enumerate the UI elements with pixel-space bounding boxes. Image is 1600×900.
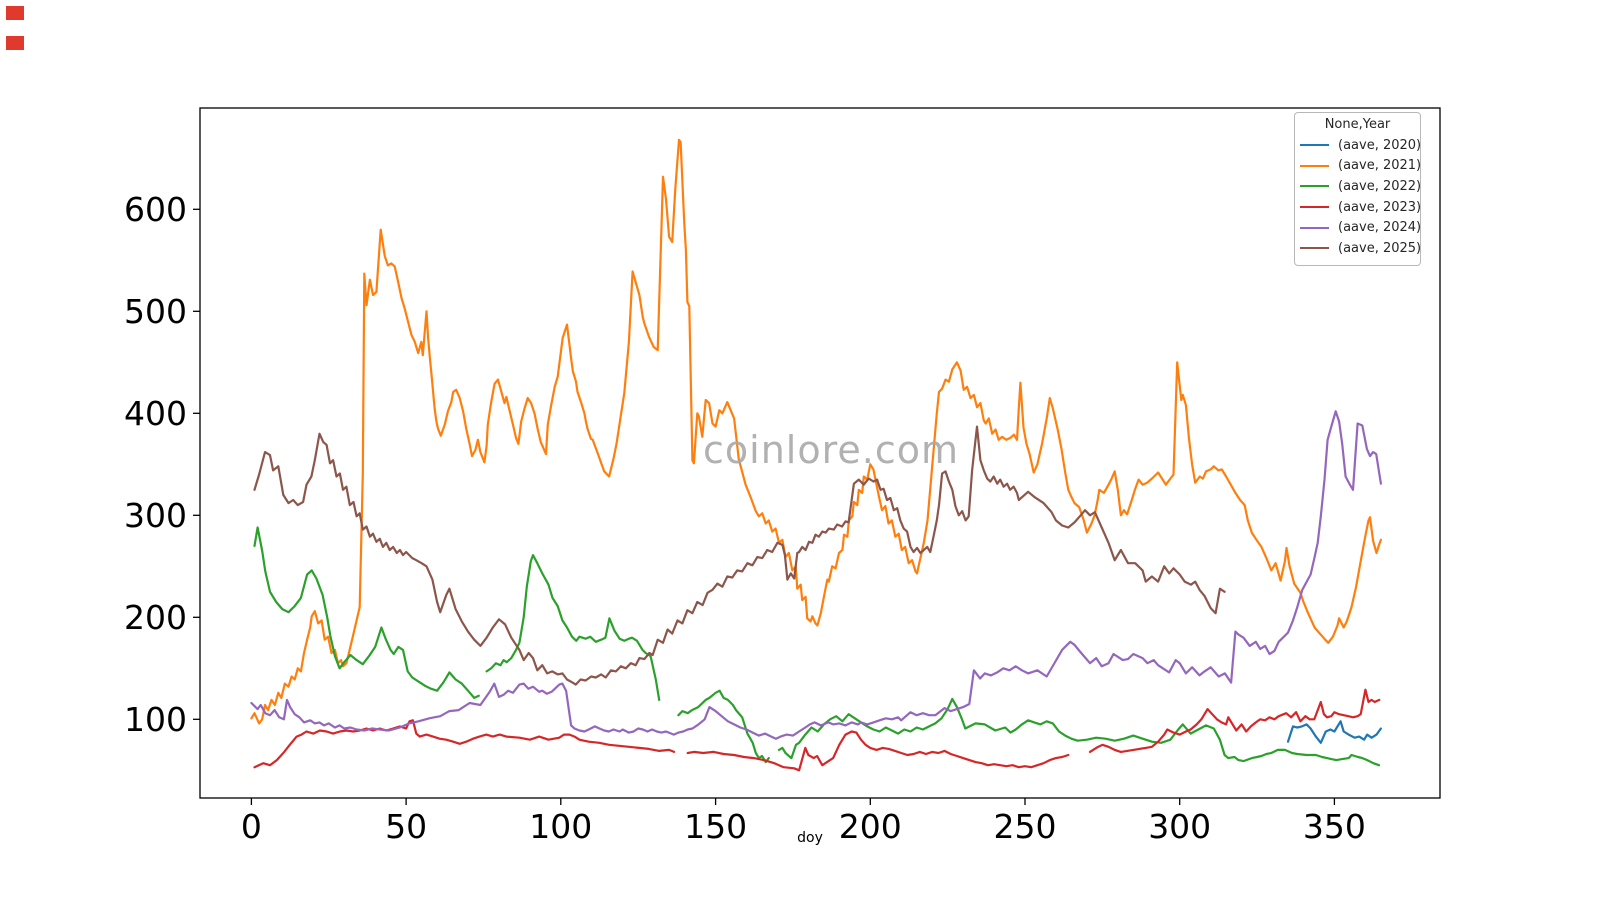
series-aave-2024 xyxy=(250,410,1382,740)
legend-entries: (aave, 2020) (aave, 2021) (aave, 2022) (aav… xyxy=(1295,135,1422,259)
series-line-aave-2023 xyxy=(1088,688,1381,753)
legend-entry-aave-2024: (aave, 2024) xyxy=(1295,217,1422,238)
plot-frame xyxy=(199,107,1441,799)
series-group xyxy=(250,138,1382,772)
x-axis-label: doy xyxy=(797,830,823,846)
y-tick-label: 200 xyxy=(124,598,187,637)
series-line-aave-2022 xyxy=(253,526,480,699)
watermark: coinlore.com xyxy=(703,428,959,472)
screen-artifact-bottom xyxy=(6,36,24,50)
legend-line-sample xyxy=(1300,144,1329,147)
y-tick-label: 500 xyxy=(124,292,187,331)
legend-entry-label: (aave, 2024) xyxy=(1338,220,1422,236)
legend-entry-label: (aave, 2020) xyxy=(1338,137,1422,153)
screen-artifact-top xyxy=(6,6,24,20)
series-aave-2021 xyxy=(250,138,1382,725)
series-line-aave-2022 xyxy=(777,697,1381,767)
series-line-aave-2024 xyxy=(250,410,1382,740)
legend-entry-aave-2020: (aave, 2020) xyxy=(1295,135,1422,156)
series-aave-2023 xyxy=(253,688,1381,772)
legend-entry-label: (aave, 2022) xyxy=(1338,178,1422,194)
legend-entry-aave-2021: (aave, 2021) xyxy=(1295,156,1422,177)
x-tick-label: 200 xyxy=(839,807,902,846)
series-line-aave-2022 xyxy=(677,689,770,764)
series-aave-2025 xyxy=(253,425,1226,686)
series-line-aave-2020 xyxy=(1286,720,1382,744)
series-line-aave-2022 xyxy=(485,554,661,701)
legend-entry-label: (aave, 2023) xyxy=(1338,199,1422,215)
x-axis: 0 50 100 150 200 250 300 350 xyxy=(241,798,1366,846)
x-tick-label: 100 xyxy=(529,807,592,846)
legend-entry-aave-2025: (aave, 2025) xyxy=(1295,238,1422,259)
series-line-aave-2025 xyxy=(253,425,1226,686)
y-tick-label: 600 xyxy=(124,190,187,229)
legend: None,Year (aave, 2020) (aave, 2021) (aave,… xyxy=(1294,112,1421,266)
y-axis: 100 200 300 400 500 600 xyxy=(124,190,200,739)
legend-line-sample xyxy=(1300,226,1329,229)
legend-entry-aave-2023: (aave, 2023) xyxy=(1295,197,1422,218)
series-line-aave-2023 xyxy=(253,719,676,769)
legend-line-sample xyxy=(1300,206,1329,209)
x-tick-label: 350 xyxy=(1303,807,1366,846)
series-aave-2022 xyxy=(253,526,1381,767)
x-tick-label: 300 xyxy=(1148,807,1211,846)
legend-line-sample xyxy=(1300,247,1329,250)
legend-entry-label: (aave, 2025) xyxy=(1338,240,1422,256)
series-line-aave-2023 xyxy=(686,730,1070,772)
series-aave-2020 xyxy=(1286,720,1382,744)
x-tick-label: 50 xyxy=(385,807,427,846)
legend-line-sample xyxy=(1300,185,1329,188)
y-tick-label: 300 xyxy=(124,496,187,535)
x-tick-label: 150 xyxy=(684,807,747,846)
y-tick-label: 400 xyxy=(124,394,187,433)
legend-entry-label: (aave, 2021) xyxy=(1338,158,1422,174)
legend-title: None,Year xyxy=(1324,117,1391,132)
y-tick-label: 100 xyxy=(124,700,187,739)
series-line-aave-2021 xyxy=(250,138,1382,725)
legend-entry-aave-2022: (aave, 2022) xyxy=(1295,176,1422,197)
x-tick-label: 0 xyxy=(241,807,262,846)
legend-line-sample xyxy=(1300,164,1329,167)
x-tick-label: 250 xyxy=(994,807,1057,846)
